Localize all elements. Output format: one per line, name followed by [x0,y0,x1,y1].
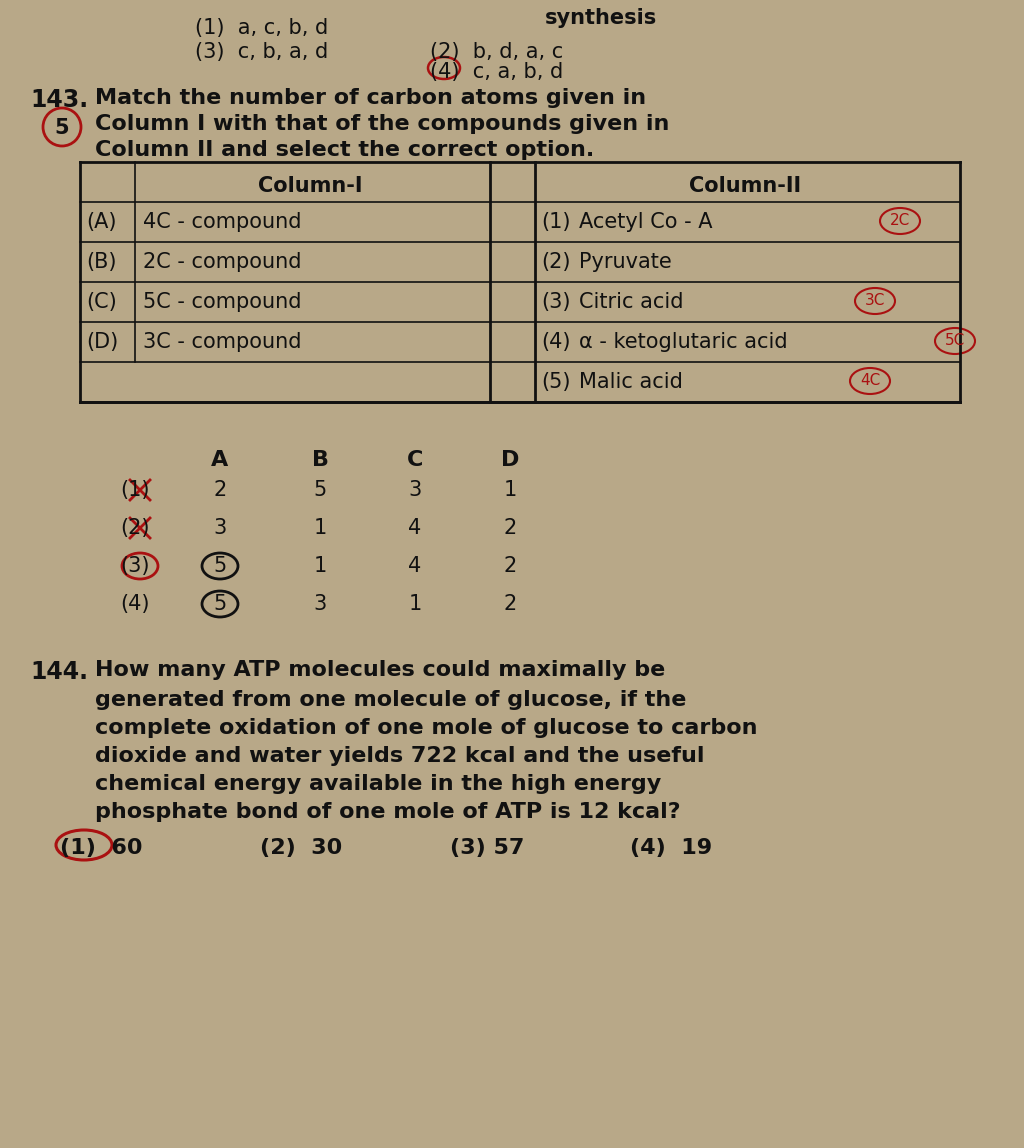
Text: 143.: 143. [30,88,88,113]
Text: (1)  a, c, b, d: (1) a, c, b, d [195,18,329,38]
Text: 5: 5 [313,480,327,501]
Text: 5: 5 [54,118,70,138]
Text: synthesis: synthesis [545,8,657,28]
Text: 2: 2 [504,518,517,538]
Text: (5): (5) [541,372,570,391]
Text: (3): (3) [120,556,150,576]
Text: C: C [407,450,423,470]
Text: (4): (4) [120,594,150,614]
Text: (3) 57: (3) 57 [450,838,524,858]
Text: 2: 2 [213,480,226,501]
Text: How many ATP molecules could maximally be: How many ATP molecules could maximally b… [95,660,666,680]
Text: 2C: 2C [890,214,910,228]
Text: 2: 2 [504,594,517,614]
Text: (2)  b, d, a, c: (2) b, d, a, c [430,42,563,62]
Text: (4)  19: (4) 19 [630,838,712,858]
Text: D: D [501,450,519,470]
Text: (4): (4) [541,332,570,352]
Text: 5: 5 [213,594,226,614]
Text: 3C - compound: 3C - compound [143,332,301,352]
Text: 4: 4 [409,518,422,538]
Text: (1): (1) [541,212,570,232]
Text: 3: 3 [313,594,327,614]
Text: (1): (1) [120,480,150,501]
Text: 5: 5 [213,556,226,576]
Text: complete oxidation of one mole of glucose to carbon: complete oxidation of one mole of glucos… [95,718,758,738]
Text: 4C - compound: 4C - compound [143,212,301,232]
Text: phosphate bond of one mole of ATP is 12 kcal?: phosphate bond of one mole of ATP is 12 … [95,802,681,822]
Text: chemical energy available in the high energy: chemical energy available in the high en… [95,774,662,794]
Text: dioxide and water yields 722 kcal and the useful: dioxide and water yields 722 kcal and th… [95,746,705,766]
Text: 5C - compound: 5C - compound [143,292,301,312]
Text: Column I with that of the compounds given in: Column I with that of the compounds give… [95,114,670,134]
Text: 1: 1 [313,518,327,538]
Text: 1: 1 [313,556,327,576]
Text: (2)  30: (2) 30 [260,838,342,858]
Text: 2C - compound: 2C - compound [143,253,301,272]
Text: 5C: 5C [945,333,966,348]
Text: 3C: 3C [865,293,886,308]
Text: Acetyl Co - A: Acetyl Co - A [579,212,713,232]
Text: (A): (A) [86,212,117,232]
Text: (C): (C) [86,292,117,312]
Text: 2: 2 [504,556,517,576]
Text: Column II and select the correct option.: Column II and select the correct option. [95,140,594,160]
Text: (3): (3) [541,292,570,312]
Text: (3)  c, b, a, d: (3) c, b, a, d [195,42,329,62]
Text: A: A [211,450,228,470]
Text: (4)  c, a, b, d: (4) c, a, b, d [430,62,563,82]
Text: Column-II: Column-II [689,176,801,196]
Text: 1: 1 [504,480,517,501]
Text: (1)  60: (1) 60 [60,838,142,858]
Text: 144.: 144. [30,660,88,684]
Text: (2): (2) [120,518,150,538]
Text: 1: 1 [409,594,422,614]
Text: α - ketoglutaric acid: α - ketoglutaric acid [579,332,787,352]
Text: B: B [311,450,329,470]
Text: 3: 3 [409,480,422,501]
Text: Match the number of carbon atoms given in: Match the number of carbon atoms given i… [95,88,646,108]
Text: (B): (B) [86,253,117,272]
Text: Citric acid: Citric acid [579,292,683,312]
Text: Pyruvate: Pyruvate [579,253,672,272]
Text: 3: 3 [213,518,226,538]
Text: Malic acid: Malic acid [579,372,683,391]
Text: generated from one molecule of glucose, if the: generated from one molecule of glucose, … [95,690,686,709]
Text: Column-I: Column-I [258,176,362,196]
Text: (D): (D) [86,332,118,352]
Text: 4C: 4C [860,373,881,388]
Text: 4: 4 [409,556,422,576]
Text: (2): (2) [541,253,570,272]
